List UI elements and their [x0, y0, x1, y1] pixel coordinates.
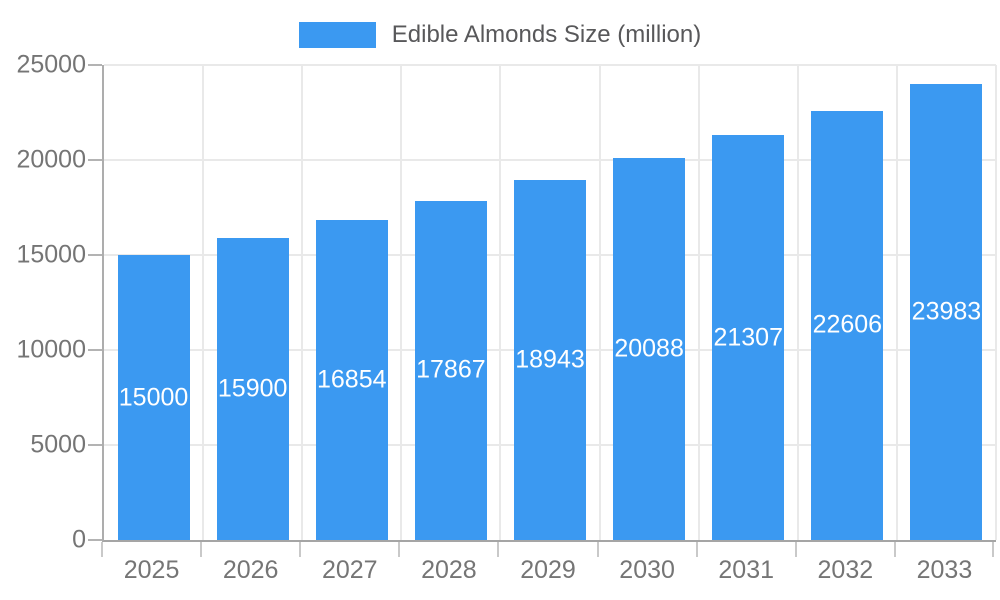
x-gridline [301, 65, 304, 540]
y-tick-mark [88, 349, 102, 351]
x-tick-mark [596, 542, 599, 557]
bar[interactable]: 15000 [117, 255, 190, 540]
y-tick-mark [88, 444, 102, 446]
y-axis-ticks [88, 64, 102, 541]
x-tick-mark [200, 542, 203, 557]
x-tick-mark [992, 542, 994, 557]
bar[interactable]: 17867 [414, 200, 487, 540]
bar-value-label: 15900 [217, 374, 288, 403]
x-gridline [499, 65, 502, 540]
x-tick-mark [695, 542, 698, 557]
y-gridline [104, 64, 996, 66]
y-tick-label: 15000 [16, 240, 86, 269]
bar[interactable]: 18943 [514, 180, 586, 540]
bar-value-label: 22606 [812, 310, 883, 339]
bar-value-label: 16854 [317, 365, 387, 394]
x-gridline [598, 65, 601, 540]
y-tick-mark [88, 254, 102, 256]
bar[interactable]: 15900 [216, 237, 289, 540]
bar[interactable]: 16854 [315, 219, 388, 540]
x-tick-mark [794, 542, 797, 557]
x-tick-mark [299, 542, 302, 557]
x-gridline [202, 65, 205, 540]
x-tick-mark [497, 542, 500, 557]
x-tick-label: 2030 [619, 556, 675, 584]
bar-value-label: 17867 [416, 355, 486, 384]
bar[interactable]: 21307 [712, 135, 785, 540]
y-tick-mark [88, 539, 102, 541]
x-gridline [796, 65, 799, 540]
bar[interactable]: 23983 [910, 84, 983, 540]
bar[interactable]: 20088 [613, 158, 686, 540]
x-tick-label: 2027 [321, 556, 378, 584]
x-gridline [400, 65, 403, 540]
x-tick-label: 2025 [123, 556, 180, 584]
y-gridline [104, 159, 996, 161]
x-axis-ticks [101, 542, 994, 557]
y-tick-mark [88, 159, 102, 161]
y-axis-labels: 0 5000 10000 15000 20000 25000 [0, 51, 86, 554]
x-tick-label: 2026 [222, 556, 279, 584]
x-gridline [995, 65, 997, 540]
legend-swatch-icon [298, 22, 376, 48]
x-gridline [895, 65, 898, 540]
y-tick-label: 10000 [16, 335, 86, 364]
y-tick-label: 20000 [16, 145, 86, 174]
x-tick-label: 2029 [520, 556, 576, 584]
y-tick-label: 5000 [30, 430, 86, 459]
x-tick-label: 2032 [817, 556, 874, 584]
x-gridline [697, 65, 700, 540]
x-tick-mark [398, 542, 401, 557]
x-tick-label: 2028 [421, 556, 477, 584]
bar[interactable]: 22606 [811, 110, 884, 540]
legend-label: Edible Almonds Size (million) [391, 21, 702, 48]
y-tick-label: 25000 [16, 50, 86, 79]
plot-area: 15000 15900 16854 17867 18943 20088 21307 22606… [102, 64, 997, 542]
x-tick-mark [101, 542, 103, 557]
bar-value-label: 15000 [118, 383, 189, 411]
legend[interactable]: Edible Almonds Size (million) [0, 21, 1000, 49]
x-tick-mark [893, 542, 896, 557]
bar-value-label: 23983 [911, 297, 982, 326]
y-tick-label: 0 [72, 525, 86, 554]
x-tick-label: 2033 [916, 556, 973, 584]
bar-value-label: 20088 [614, 334, 684, 363]
y-tick-mark [88, 64, 102, 66]
x-tick-label: 2031 [718, 556, 775, 584]
bar-value-label: 18943 [515, 345, 585, 374]
x-axis-labels: 2025 2026 2027 2028 2029 2030 2031 2032 2033 [102, 556, 994, 586]
bar-value-label: 21307 [713, 323, 783, 352]
